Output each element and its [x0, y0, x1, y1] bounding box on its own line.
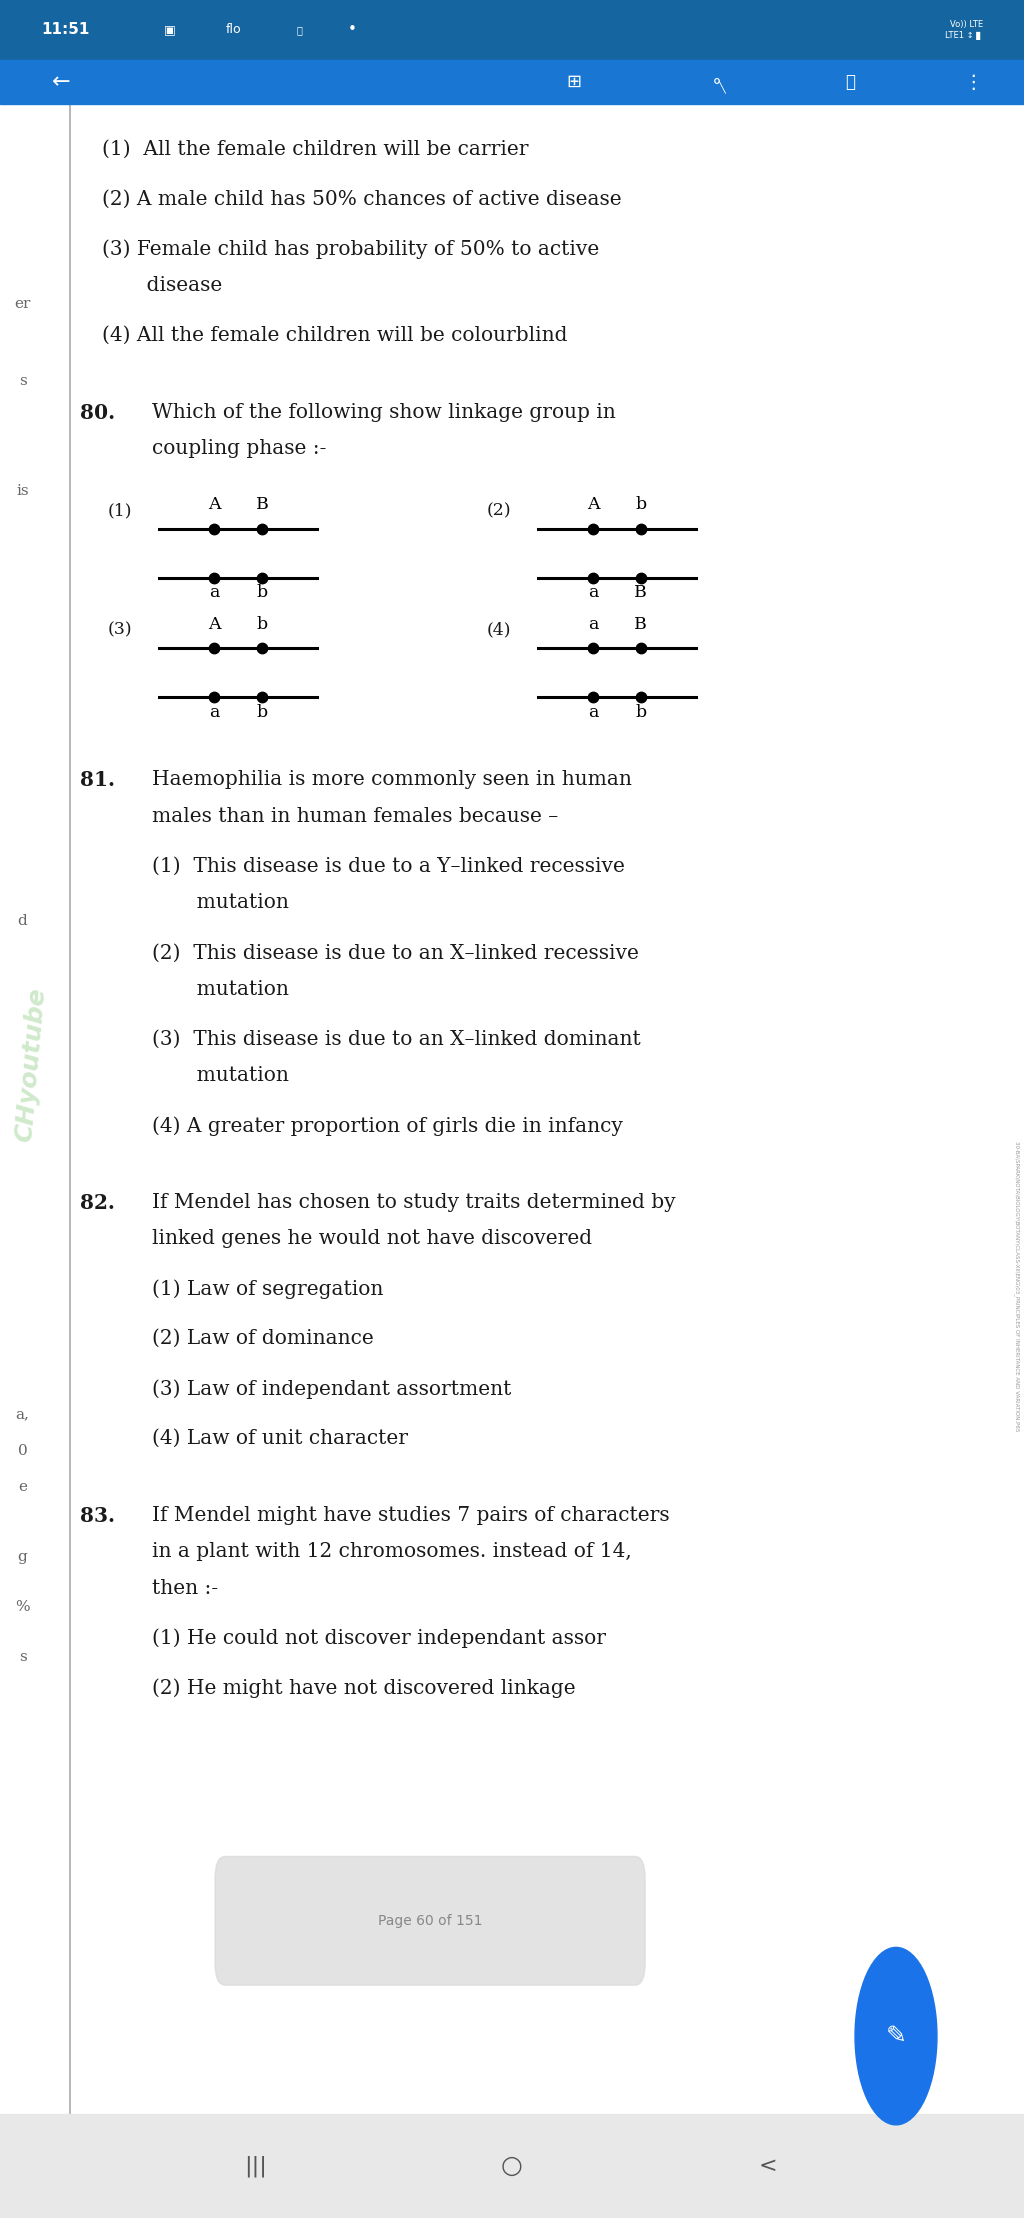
Text: Which of the following show linkage group in: Which of the following show linkage grou… [152, 404, 615, 421]
Text: A: A [587, 497, 599, 512]
Bar [0, 2114, 1024, 2218]
Text: (3) Female child has probability of 50% to active: (3) Female child has probability of 50% … [102, 240, 600, 260]
Text: (2)  This disease is due to an X–linked recessive: (2) This disease is due to an X–linked r… [152, 943, 638, 963]
Text: 82.: 82. [80, 1193, 115, 1213]
Text: (1)  All the female children will be carrier: (1) All the female children will be carr… [102, 140, 529, 160]
Text: Haemophilia is more commonly seen in human: Haemophilia is more commonly seen in hum… [152, 770, 632, 790]
Text: •: • [348, 22, 357, 38]
Text: (3) Law of independant assortment: (3) Law of independant assortment [152, 1380, 511, 1400]
Text: b: b [256, 703, 267, 721]
Text: If Mendel has chosen to study traits determined by: If Mendel has chosen to study traits det… [152, 1193, 675, 1211]
Text: males than in human females because –: males than in human females because – [152, 807, 558, 825]
Text: ╲: ╲ [719, 80, 725, 93]
Text: a: a [588, 617, 598, 632]
Text: d: d [17, 914, 28, 929]
Text: 83.: 83. [80, 1506, 115, 1526]
Text: disease: disease [102, 275, 222, 295]
Text: ✎: ✎ [886, 2025, 906, 2047]
Text: (4) All the female children will be colourblind: (4) All the female children will be colo… [102, 326, 568, 346]
Bar [0, 0, 1024, 60]
Text: 11:51: 11:51 [41, 22, 89, 38]
Text: (4) Law of unit character: (4) Law of unit character [152, 1428, 408, 1448]
Text: Page 60 of 151: Page 60 of 151 [378, 1914, 482, 1927]
Text: (4) A greater proportion of girls die in infancy: (4) A greater proportion of girls die in… [152, 1116, 623, 1136]
Text: <: < [759, 2156, 777, 2176]
Text: flo: flo [225, 24, 241, 35]
FancyBboxPatch shape [215, 1856, 645, 1985]
Text: a: a [588, 583, 598, 601]
Text: mutation: mutation [152, 1067, 289, 1085]
Text: 81.: 81. [80, 770, 115, 790]
Circle shape [855, 1947, 937, 2125]
Text: B: B [635, 617, 647, 632]
Text: (3)  This disease is due to an X–linked dominant: (3) This disease is due to an X–linked d… [152, 1029, 640, 1049]
Text: Vo)) LTE
LTE1 ↕ ▋: Vo)) LTE LTE1 ↕ ▋ [945, 20, 983, 40]
Text: B: B [256, 497, 268, 512]
Text: A: A [208, 497, 220, 512]
Text: If Mendel might have studies 7 pairs of characters: If Mendel might have studies 7 pairs of … [152, 1506, 669, 1524]
Text: ▣: ▣ [164, 24, 175, 35]
Text: (1) Law of segregation: (1) Law of segregation [152, 1280, 383, 1300]
Text: s: s [18, 1650, 27, 1664]
Text: A: A [208, 617, 220, 632]
Text: (1)  This disease is due to a Y–linked recessive: (1) This disease is due to a Y–linked re… [152, 856, 625, 876]
Text: b: b [635, 703, 646, 721]
Text: ⋮: ⋮ [963, 73, 983, 91]
Text: ○: ○ [501, 2154, 523, 2178]
Text: (2): (2) [486, 501, 511, 519]
Text: 80.: 80. [80, 404, 115, 424]
Text: 30-BA\SPARK\NOTA\BIOLOGY\BOTANY\CLASS-XII\ENG\03_PRINCIPLES OF INHERITANCE AND V: 30-BA\SPARK\NOTA\BIOLOGY\BOTANY\CLASS-XI… [1014, 1142, 1020, 1431]
Text: mutation: mutation [152, 894, 289, 912]
Text: ⊞: ⊞ [566, 73, 581, 91]
Text: ⚬: ⚬ [710, 73, 724, 91]
Text: in a plant with 12 chromosomes. instead of 14,: in a plant with 12 chromosomes. instead … [152, 1542, 632, 1561]
Text: b: b [256, 583, 267, 601]
Text: e: e [18, 1479, 27, 1495]
Bar [0, 60, 1024, 104]
Text: (3): (3) [108, 621, 132, 639]
Text: (2) He might have not discovered linkage: (2) He might have not discovered linkage [152, 1679, 575, 1699]
Text: ⛅: ⛅ [845, 73, 855, 91]
Text: 🔒: 🔒 [297, 24, 303, 35]
Text: b: b [635, 497, 646, 512]
Text: b: b [256, 617, 267, 632]
Text: (2) A male child has 50% chances of active disease: (2) A male child has 50% chances of acti… [102, 191, 622, 208]
Text: er: er [14, 297, 31, 311]
Text: mutation: mutation [152, 980, 289, 998]
Text: a: a [209, 583, 219, 601]
Text: (4): (4) [486, 621, 511, 639]
Text: %: % [15, 1599, 30, 1615]
Text: s: s [18, 373, 27, 388]
Text: (1): (1) [108, 501, 132, 519]
Text: (2) Law of dominance: (2) Law of dominance [152, 1329, 374, 1349]
Text: g: g [17, 1550, 28, 1564]
Text: 0: 0 [17, 1444, 28, 1457]
Text: ←: ← [52, 71, 71, 93]
Text: CHyoutube: CHyoutube [12, 987, 49, 1142]
Text: then :-: then :- [152, 1579, 218, 1597]
Text: |||: ||| [245, 2156, 267, 2176]
Text: a: a [209, 703, 219, 721]
Text: (1) He could not discover independant assor: (1) He could not discover independant as… [152, 1628, 605, 1648]
Text: linked genes he would not have discovered: linked genes he would not have discovere… [152, 1229, 592, 1249]
Text: is: is [16, 484, 29, 499]
Text: a: a [588, 703, 598, 721]
Text: coupling phase :-: coupling phase :- [152, 439, 326, 459]
Text: a,: a, [15, 1406, 30, 1422]
Text: B: B [635, 583, 647, 601]
